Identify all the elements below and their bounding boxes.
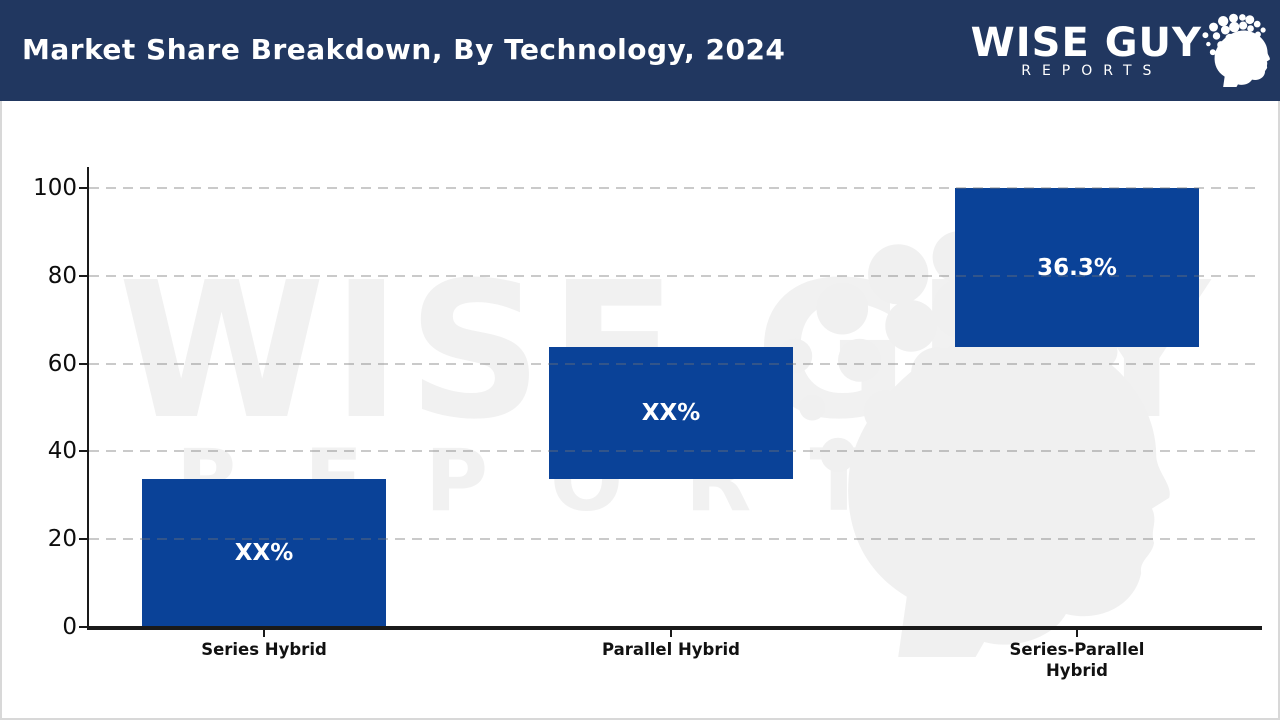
y-axis-spine [87, 167, 89, 629]
ytick-label-40: 40 [47, 438, 77, 465]
xtick-mark-3 [1076, 630, 1078, 637]
category-label-1: Series Hybrid [201, 640, 327, 659]
header-bar: Market Share Breakdown, By Technology, 2… [0, 0, 1280, 101]
bar-segment-2 [549, 347, 793, 480]
ytick-label-20: 20 [47, 526, 77, 553]
brand-logo: WISE GUY REPORTS [971, 9, 1272, 91]
brand-subname: REPORTS [1021, 63, 1163, 79]
bar-segment-1 [142, 479, 386, 627]
ytick-mark-0 [79, 626, 87, 628]
bar-value-label-3: 36.3% [1037, 254, 1117, 281]
gridline-y40 [89, 450, 1255, 453]
xtick-mark-2 [670, 630, 672, 637]
ytick-mark-60 [79, 362, 87, 365]
bar-value-label-1: XX% [234, 540, 294, 567]
xtick-mark-1 [263, 630, 265, 637]
brand-head-icon [1202, 13, 1270, 87]
category-label-2: Parallel Hybrid [602, 640, 740, 659]
gridline-y60 [89, 362, 1255, 365]
gridline-y80 [89, 274, 1255, 277]
x-axis-spine [87, 626, 1262, 630]
ytick-label-60: 60 [47, 350, 77, 377]
ytick-label-100: 100 [33, 175, 77, 201]
ytick-mark-100 [79, 187, 87, 189]
watermark-head-icon [777, 231, 1170, 657]
ytick-label-0: 0 [62, 614, 77, 640]
brand-name: WISE GUY [970, 20, 1202, 66]
ytick-mark-80 [79, 274, 87, 277]
bar-segment-3 [955, 188, 1199, 348]
page-title: Market Share Breakdown, By Technology, 2… [22, 33, 786, 66]
gridline-y100 [89, 187, 1255, 189]
category-label-3: Series-Parallel Hybrid [1009, 640, 1145, 680]
bar-value-label-2: XX% [641, 400, 701, 427]
ytick-mark-20 [79, 538, 87, 541]
ytick-mark-40 [79, 450, 87, 453]
brand-logo-text: WISE GUY REPORTS [971, 21, 1202, 79]
ytick-label-80: 80 [47, 262, 77, 289]
gridline-y20 [89, 538, 1255, 541]
